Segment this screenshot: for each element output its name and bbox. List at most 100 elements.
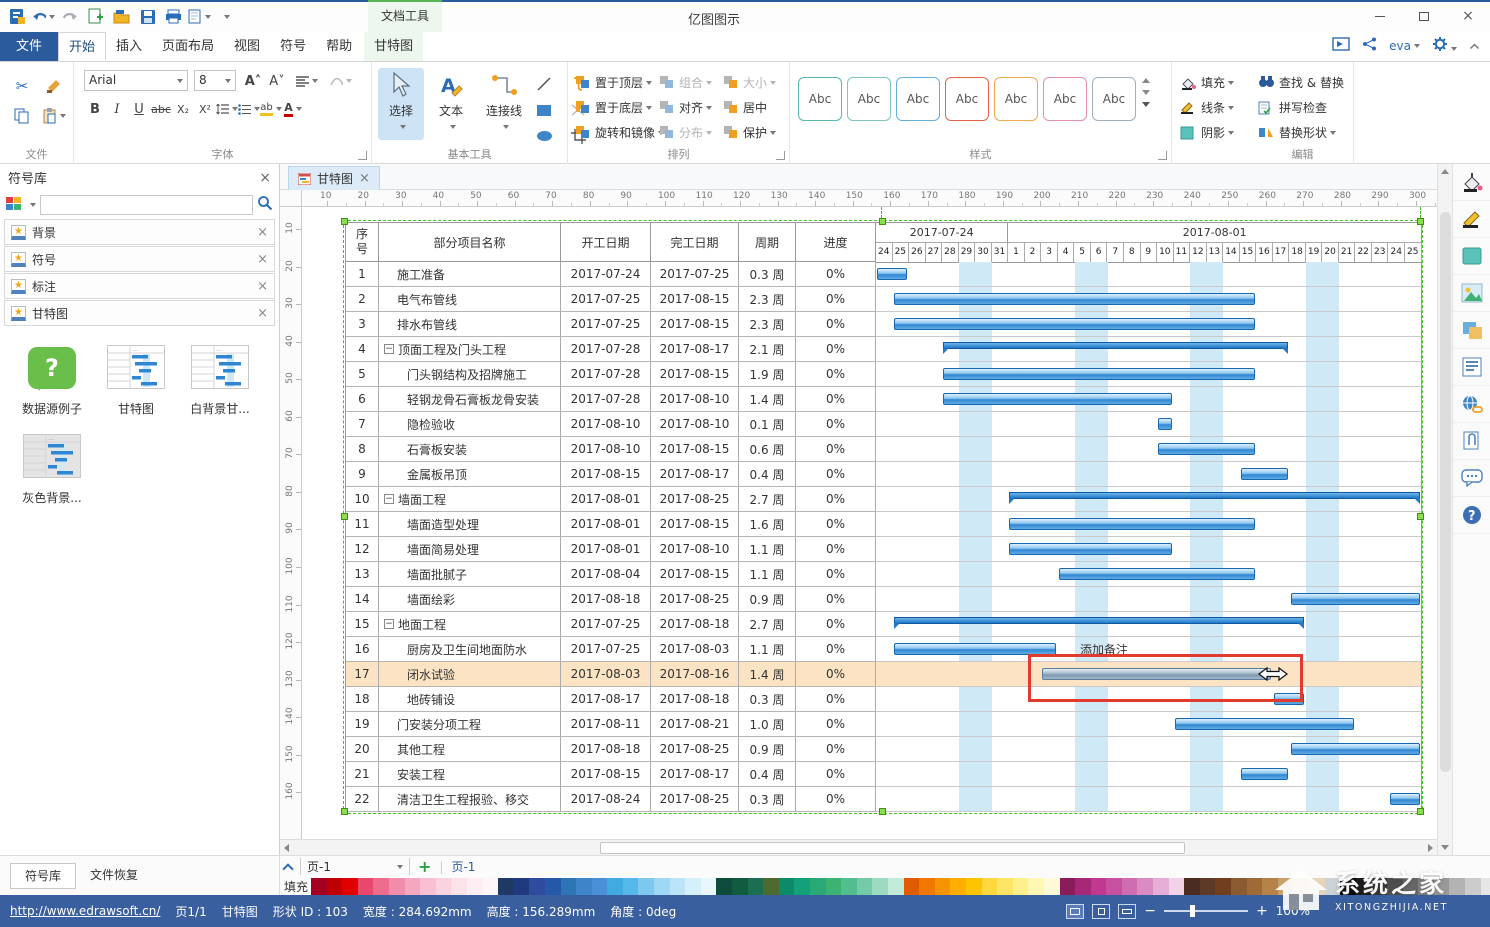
task-timeline-cell[interactable] [876, 612, 1422, 637]
task-row-21[interactable]: 21 安装工程 2017-08-15 2017-08-17 0.4 周 0% [346, 762, 1422, 787]
task-timeline-cell[interactable]: 添加备注 [876, 637, 1422, 662]
color-swatch-44[interactable] [981, 878, 998, 895]
gallery-item-4[interactable]: .... 灰色背景... [10, 431, 94, 506]
view-page-icon[interactable] [1118, 903, 1137, 919]
gantt-task-bar[interactable] [1059, 568, 1255, 580]
edit-拼写检查[interactable]: 拼写检查 [1258, 95, 1344, 120]
color-swatch-38[interactable] [887, 878, 904, 895]
open-button[interactable] [110, 5, 133, 28]
ellipse-tool-icon[interactable] [532, 124, 556, 148]
edit-查找 & 替换[interactable]: 查找 & 替换 [1258, 70, 1344, 95]
color-swatch-62[interactable] [1262, 878, 1278, 895]
task-timeline-cell[interactable] [876, 537, 1422, 562]
color-swatch-22[interactable] [638, 878, 655, 895]
color-swatch-64[interactable] [1293, 878, 1310, 895]
color-swatch-60[interactable] [1231, 878, 1247, 895]
gantt-task-bar[interactable] [877, 268, 908, 280]
gantt-task-bar[interactable] [893, 318, 1255, 330]
style-more-icon[interactable] [1142, 102, 1150, 107]
library-section-符号[interactable]: ★ 符号 × [4, 246, 275, 272]
color-swatch-10[interactable] [451, 878, 467, 895]
paste-icon[interactable] [42, 104, 66, 128]
shrink-font-button[interactable]: A˅ [269, 73, 285, 89]
font-color-button[interactable]: A [282, 98, 304, 120]
font-dialog-launcher[interactable] [358, 151, 367, 160]
task-timeline-cell[interactable] [876, 587, 1422, 612]
font-name-combobox[interactable]: Arial [84, 70, 188, 91]
task-row-5[interactable]: 5 门头钢结构及招牌施工 2017-07-28 2017-08-15 1.9 周 0% [346, 362, 1422, 387]
task-row-15[interactable]: 15− 地面工程 2017-07-25 2017-08-18 2.7 周 0% [346, 612, 1422, 637]
arrange-置于顶层[interactable]: 置于顶层 [576, 70, 664, 95]
color-swatch-17[interactable] [560, 878, 577, 895]
text-highlight-button[interactable]: ab [260, 98, 282, 120]
share-icon[interactable] [1362, 37, 1377, 54]
close-section-icon[interactable]: × [257, 251, 268, 267]
zoom-slider[interactable] [1163, 905, 1248, 917]
task-timeline-cell[interactable] [876, 362, 1422, 387]
color-swatch-18[interactable] [576, 878, 592, 895]
task-row-2[interactable]: 2 电气布管线 2017-07-25 2017-08-15 2.3 周 0% [346, 287, 1422, 312]
vscroll-thumb[interactable] [1440, 212, 1451, 772]
style-dialog-launcher[interactable] [1158, 151, 1167, 160]
task-row-16[interactable]: 16 厨房及卫生间地面防水 2017-07-25 2017-08-03 1.1 周 0% 添… [346, 637, 1422, 662]
arrange-居中[interactable]: 居中 [724, 95, 776, 120]
gantt-summary-bar[interactable] [943, 342, 1289, 354]
color-swatch-47[interactable] [1028, 878, 1044, 895]
color-swatch-40[interactable] [919, 878, 935, 895]
color-swatch-45[interactable] [997, 878, 1013, 895]
color-swatch-16[interactable] [544, 878, 561, 895]
color-swatch-49[interactable] [1059, 878, 1076, 895]
color-swatch-56[interactable] [1168, 878, 1185, 895]
color-swatch-76[interactable] [1480, 878, 1490, 895]
task-timeline-cell[interactable] [876, 712, 1422, 737]
color-swatch-70[interactable] [1386, 878, 1403, 895]
color-swatch-46[interactable] [1012, 878, 1029, 895]
color-swatch-74[interactable] [1449, 878, 1465, 895]
rectangle-tool-icon[interactable] [532, 98, 556, 122]
close-button[interactable]: × [1462, 8, 1474, 24]
underline-button[interactable]: U [134, 101, 144, 117]
ribbon-tab-4[interactable]: 视图 [234, 39, 261, 54]
gantt-summary-bar[interactable] [1009, 492, 1420, 504]
library-section-背景[interactable]: ★ 背景 × [4, 219, 275, 245]
style-scroll-down-icon[interactable] [1142, 90, 1150, 95]
selection-handle[interactable] [1417, 808, 1424, 815]
color-swatch-8[interactable] [420, 878, 436, 895]
ribbon-tab-2[interactable]: 插入 [116, 39, 143, 54]
selection-handle[interactable] [341, 218, 348, 225]
close-section-icon[interactable]: × [257, 278, 268, 294]
bullet-list-button[interactable] [238, 98, 260, 120]
task-timeline-cell[interactable] [876, 662, 1422, 687]
arrange-保护[interactable]: 保护 [724, 120, 777, 145]
text-align-button[interactable] [296, 70, 318, 92]
font-size-combobox[interactable]: 8 [194, 70, 236, 91]
new-document-button[interactable] [84, 5, 107, 28]
gantt-task-bar-dragging[interactable] [1042, 666, 1289, 682]
color-swatch-68[interactable] [1355, 878, 1372, 895]
scroll-right-icon[interactable] [1428, 844, 1433, 852]
selection-handle[interactable] [1417, 218, 1424, 225]
gantt-task-bar[interactable] [1174, 718, 1354, 730]
ribbon-tab-5[interactable]: 符号 [280, 39, 307, 54]
task-row-7[interactable]: 7 隐检验收 2017-08-10 2017-08-10 0.1 周 0% [346, 412, 1422, 437]
collapse-palette-icon[interactable] [282, 862, 294, 875]
color-swatch-58[interactable] [1199, 878, 1216, 895]
color-swatch-6[interactable] [388, 878, 405, 895]
color-swatch-57[interactable] [1184, 878, 1200, 895]
redo-button[interactable] [58, 5, 81, 28]
task-timeline-cell[interactable] [876, 512, 1422, 537]
ribbon-tab-3[interactable]: 页面布局 [162, 39, 215, 54]
task-timeline-cell[interactable] [876, 437, 1422, 462]
color-swatch-72[interactable] [1418, 878, 1434, 895]
selection-handle[interactable] [1417, 513, 1424, 520]
curve-tool-icon[interactable] [566, 72, 590, 96]
color-swatch-35[interactable] [841, 878, 857, 895]
color-swatch-50[interactable] [1075, 878, 1091, 895]
undo-button[interactable] [32, 5, 55, 28]
text-tool-button[interactable]: A 文本 [428, 68, 474, 140]
add-page-button[interactable]: + [418, 857, 432, 876]
task-timeline-cell[interactable] [876, 412, 1422, 437]
scroll-down-icon[interactable] [1441, 845, 1449, 850]
task-row-13[interactable]: 13 墙面批腻子 2017-08-04 2017-08-15 1.1 周 0% [346, 562, 1422, 587]
task-timeline-cell[interactable] [876, 337, 1422, 362]
